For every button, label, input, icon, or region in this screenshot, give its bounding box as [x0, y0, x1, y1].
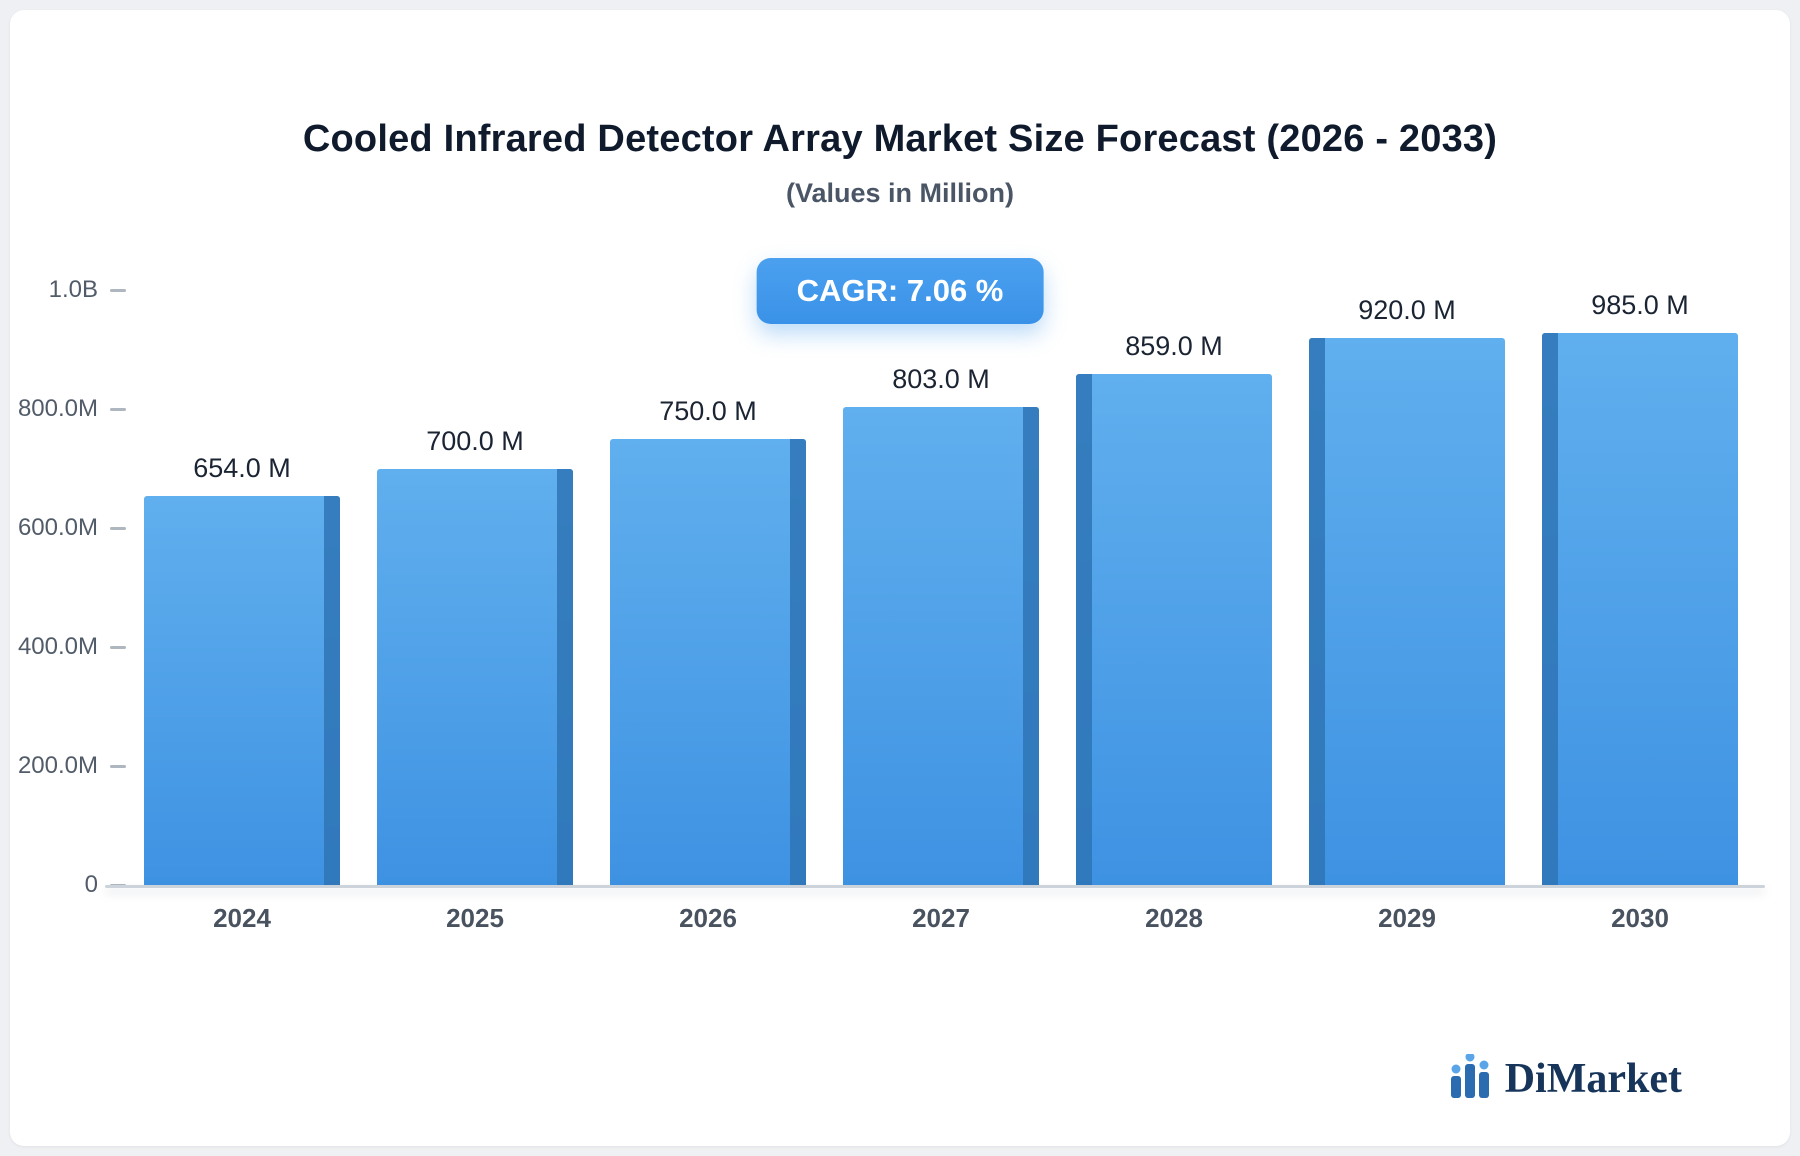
x-axis-label: 2024	[213, 903, 271, 933]
y-axis: 0 200.0M 400.0M 600.0M 800.0M 1.0B	[10, 276, 126, 898]
bar-column: 654.0 M 2024	[144, 290, 340, 933]
bar-value-label: 654.0 M	[193, 452, 291, 483]
chart-card: Cooled Infrared Detector Array Market Si…	[10, 10, 1790, 1146]
bar-value-label: 750.0 M	[659, 395, 757, 426]
x-axis-label: 2028	[1145, 903, 1203, 933]
bar-shade-edge	[1309, 337, 1325, 885]
bar-column: 985.0 M 2030	[1542, 290, 1738, 933]
bar-shade-edge	[557, 468, 573, 885]
bar-value-label: 700.0 M	[426, 425, 524, 456]
y-axis-tick-label: 200.0M	[17, 752, 98, 779]
y-axis-tick: 800.0M	[17, 395, 126, 423]
x-axis-label: 2030	[1611, 903, 1669, 933]
bar	[1076, 373, 1272, 885]
chart-subtitle: (Values in Million)	[785, 178, 1015, 208]
bar-chart-logo-icon	[1450, 1054, 1489, 1098]
x-axis-label: 2026	[679, 903, 737, 933]
y-axis-tick-label: 0	[84, 871, 98, 898]
bar-shade-edge	[1076, 373, 1092, 885]
bar-column: 750.0 M 2026	[610, 290, 806, 933]
y-axis-tick: 0	[26, 871, 126, 899]
plot-area: 654.0 M 2024 700.0 M 2025 750.0 M 2026 803.0 M…	[122, 290, 1760, 933]
y-axis-tick: 1.0B	[26, 276, 126, 304]
y-axis-tick: 600.0M	[17, 514, 126, 542]
y-axis-tick-mark	[110, 526, 126, 530]
bar	[610, 438, 806, 885]
y-axis-tick-mark	[110, 288, 126, 292]
bar-value-label: 985.0 M	[1591, 290, 1689, 320]
bar-value-label: 859.0 M	[1125, 330, 1223, 361]
x-axis-line	[105, 885, 1765, 888]
bar	[1309, 337, 1505, 885]
bar	[843, 407, 1039, 885]
y-axis-tick-label: 1.0B	[48, 276, 98, 303]
x-axis-label: 2025	[446, 903, 504, 933]
bar-value-label: 803.0 M	[892, 364, 990, 395]
y-axis-tick: 200.0M	[17, 752, 126, 780]
bar-column: 859.0 M 2028	[1076, 290, 1272, 933]
bar-value-label: 920.0 M	[1358, 294, 1456, 325]
brand-logo: DiMarket	[1447, 1054, 1682, 1100]
bar-column: 803.0 M 2027	[843, 290, 1039, 933]
y-axis-tick-label: 600.0M	[17, 514, 98, 541]
y-axis-tick-mark	[110, 764, 126, 768]
bar-shade-edge	[324, 495, 340, 885]
bar-shade-edge	[1023, 407, 1039, 885]
bar	[377, 468, 573, 885]
y-axis-tick-mark	[110, 645, 126, 649]
chart-title: Cooled Infrared Detector Array Market Si…	[302, 118, 1498, 160]
bar-shade-edge	[790, 438, 806, 885]
bar	[144, 495, 340, 885]
y-axis-tick-label: 400.0M	[17, 633, 98, 660]
bar-shade-edge	[1542, 333, 1558, 885]
y-axis-tick-mark	[110, 407, 126, 411]
bar-column: 700.0 M 2025	[377, 290, 573, 933]
bar	[1542, 333, 1738, 885]
y-axis-tick: 400.0M	[17, 633, 126, 661]
y-axis-tick-label: 800.0M	[17, 395, 98, 422]
x-axis-label: 2027	[912, 903, 970, 933]
bar-column: 920.0 M 2029	[1309, 290, 1505, 933]
cagr-badge: CAGR: 7.06 %	[756, 258, 1044, 324]
brand-logo-text: DiMarket	[1504, 1056, 1682, 1102]
x-axis-label: 2029	[1378, 903, 1436, 933]
